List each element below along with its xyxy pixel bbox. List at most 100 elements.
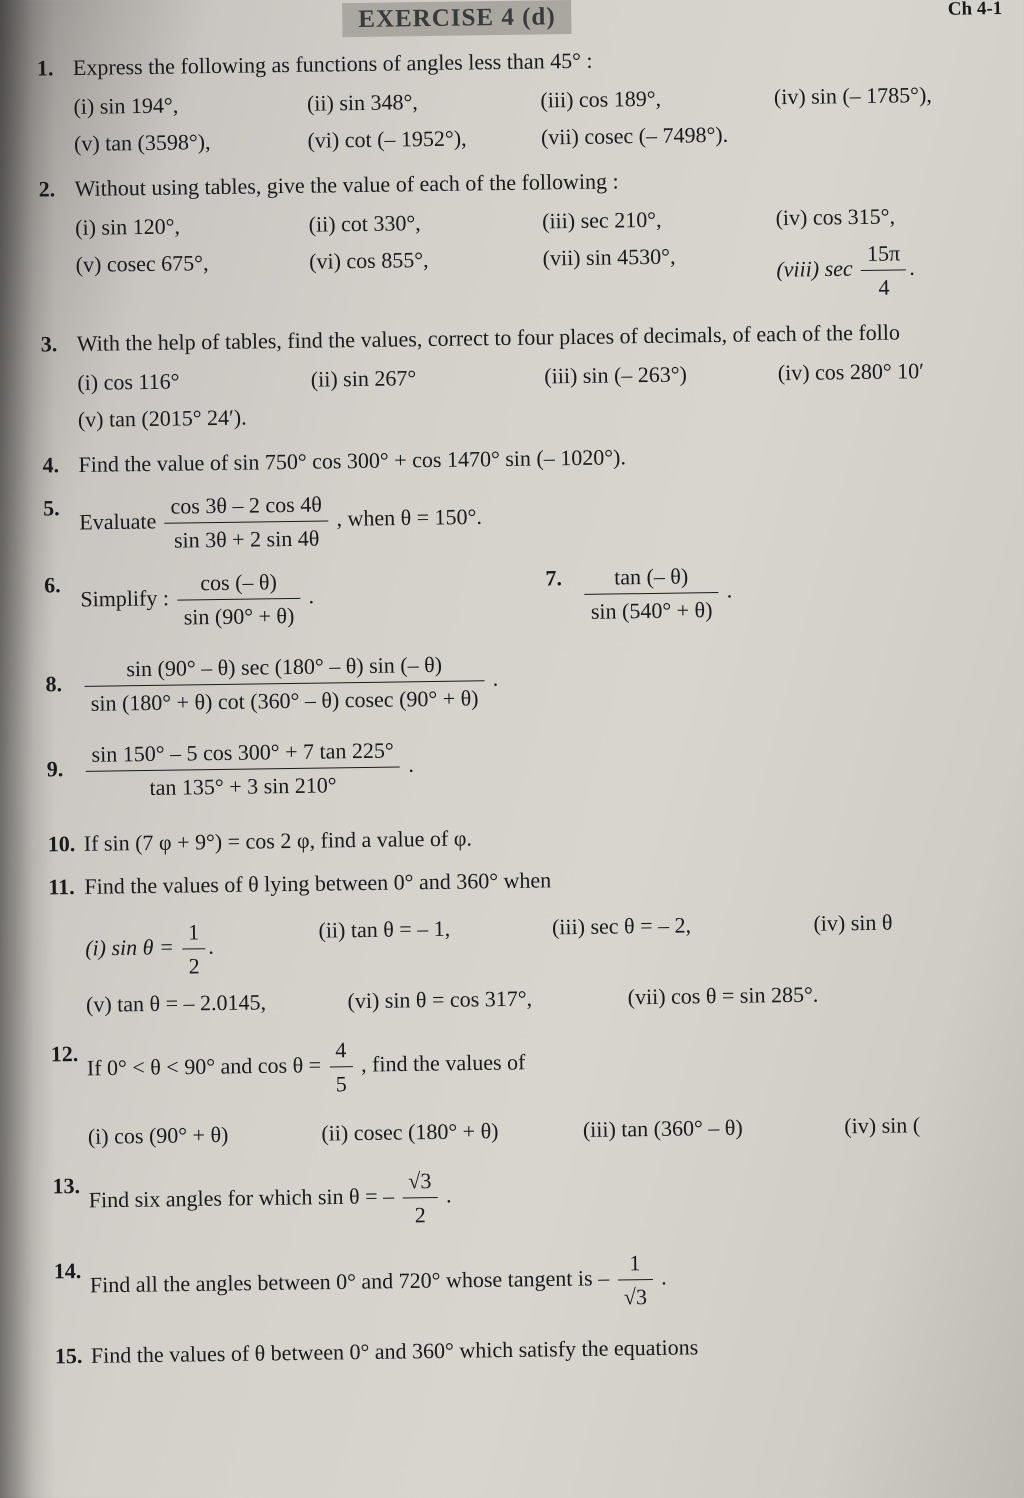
q11-i-pre: (i) sin θ = [85,934,179,960]
q8-frac-num: sin (90° – θ) sec (180° – θ) sin (– θ) [84,647,484,687]
q2-number: 2. [38,172,55,205]
q2-iii: (iii) sec 210°, [542,199,776,239]
q3-ii: (ii) sin 267° [311,357,545,397]
q7-post: . [726,577,732,602]
q6-frac-num: cos (– θ) [177,565,300,601]
question-8: 8. sin (90° – θ) sec (180° – θ) sin (– θ… [51,640,1016,720]
q2-vii: (vii) sin 4530°, [542,236,776,310]
q1-vii: (vii) cosec (– 7498°). [541,115,822,156]
q2-vi: (vi) cos 855°, [309,239,543,313]
q3-text: With the help of tables, find the values… [77,319,900,355]
q9-number: 9. [47,752,64,785]
q13-pre: Find six angles for which sin θ = – [89,1183,400,1212]
q11-text: Find the values of θ lying between 0° an… [84,867,551,899]
question-3: 3. With the help of tables, find the val… [47,314,1012,438]
q1-number: 1. [37,51,54,84]
q14-frac-den: √3 [618,1280,654,1313]
question-11: 11. Find the values of θ lying between 0… [54,857,1020,1023]
q15-number: 15. [55,1339,83,1372]
q3-number: 3. [41,327,58,360]
q1-text: Express the following as functions of an… [73,48,593,80]
chapter-label: Ch 4-1 [948,0,1007,21]
question-13: 13. Find six angles for which sin θ = – … [58,1156,1023,1236]
q2-viii: (viii) sec 15π4. [776,233,1010,307]
question-10: 10. If sin (7 φ + 9°) = cos 2 φ, find a … [54,814,1018,860]
q11-i-num: 1 [182,915,205,949]
q9-post: . [408,752,414,777]
q11-ii: (ii) tan θ = – 1, [318,908,552,982]
question-5: 5. Evaluate cos 3θ – 2 cos 4θsin 3θ + 2 … [49,478,1014,558]
q1-iii: (iii) cos 189°, [540,78,774,118]
question-4: 4. Find the value of sin 750° cos 300° +… [48,435,1012,481]
q14-post: . [661,1264,667,1289]
q11-iii: (iii) sec θ = – 2, [552,905,814,980]
q7-number: 7. [545,561,562,594]
q12-number: 12. [50,1037,78,1070]
question-12: 12. If 0° < θ < 90° and cos θ = 45 , fin… [56,1024,1022,1155]
q12-pre: If 0° < θ < 90° and cos θ = [87,1052,327,1080]
q13-frac-den: 2 [403,1198,439,1231]
header-row: EXERCISE 4 (d) Ch 4-1 [42,0,1006,41]
q12-frac-num: 4 [329,1033,352,1067]
q11-v: (v) tan θ = – 2.0145, [86,982,348,1023]
q7-frac-den: sin (540° + θ) [585,593,719,628]
q2-viii-num: 15π [861,236,907,271]
q5-pre: Evaluate [79,508,162,534]
q11-i-den: 2 [182,949,205,982]
q13-post: . [446,1182,452,1207]
q3-iii: (iii) sin (– 263°) [544,354,778,394]
q1-vi: (vi) cot (– 1952°), [307,118,541,158]
q15-text: Find the values of θ between 0° and 360°… [91,1334,699,1367]
q14-pre: Find all the angles between 0° and 720° … [90,1265,615,1297]
q2-i: (i) sin 120°, [75,206,309,246]
q5-frac-num: cos 3θ – 2 cos 4θ [164,487,328,523]
q13-frac-num: √3 [402,1164,438,1198]
question-6: 6. Simplify : cos (– θ)sin (90° + θ) . [50,561,552,635]
q11-vi: (vi) sin θ = cos 317°, [347,978,628,1019]
q12-iv: (iv) sin ( [844,1105,1022,1144]
q11-vii: (vii) cos θ = sin 285°. [627,974,908,1015]
q14-frac-num: 1 [617,1246,653,1280]
q11-i: (i) sin θ = 12. [85,912,319,986]
question-14: 14. Find all the angles between 0° and 7… [60,1241,1024,1321]
q11-iv: (iv) sin θ [813,902,1019,976]
exercise-title: EXERCISE 4 (d) [342,0,572,37]
q7-frac-num: tan (– θ) [584,559,718,595]
q2-v: (v) cosec 675°, [75,243,309,317]
question-1: 1. Express the following as functions of… [43,38,1008,162]
q3-parts: (i) cos 116° (ii) sin 267° (iii) sin (– … [77,351,1012,438]
q8-frac-den: sin (180° + θ) cot (360° – θ) cosec (90°… [85,681,485,720]
q2-iv: (iv) cos 315°, [775,196,1009,236]
q1-i: (i) sin 194°, [73,85,307,125]
q5-post: , when θ = 150°. [336,504,482,531]
q2-viii-pre: (viii) sec [776,256,858,282]
q8-post: . [493,666,499,691]
q2-parts: (i) sin 120°, (ii) cot 330°, (iii) sec 2… [75,196,1010,317]
q11-number: 11. [48,870,75,903]
q2-ii: (ii) cot 330°, [308,202,542,242]
q6-frac-den: sin (90° + θ) [178,599,301,634]
question-2: 2. Without using tables, give the value … [44,159,1010,317]
q4-text: Find the value of sin 750° cos 300° + co… [78,444,626,477]
q5-frac-den: sin 3θ + 2 sin 4θ [165,521,329,556]
q5-number: 5. [43,491,60,524]
q1-iv: (iv) sin (– 1785°), [774,75,1008,115]
q3-iv: (iv) cos 280° 10′ [778,351,1012,391]
q12-frac-den: 5 [330,1067,353,1100]
q12-iii: (iii) tan (360° – θ) [583,1107,845,1148]
q1-parts: (i) sin 194°, (ii) sin 348°, (iii) cos 1… [73,75,1008,162]
q14-number: 14. [54,1254,82,1287]
q8-number: 8. [45,667,62,700]
q6-post: . [308,583,314,608]
q10-text: If sin (7 φ + 9°) = cos 2 φ, find a valu… [84,825,472,855]
q3-i: (i) cos 116° [77,361,311,401]
q12-parts: (i) cos (90° + θ) (ii) cosec (180° + θ) … [88,1105,1022,1155]
q12-post: , find the values of [361,1049,526,1076]
q10-number: 10. [48,827,76,860]
q3-v: (v) tan (2015° 24′). [78,394,545,438]
question-15: 15. Find the values of θ between 0° and … [61,1326,1024,1372]
question-9: 9. sin 150° – 5 cos 300° + 7 tan 225°tan… [52,725,1017,805]
q6-number: 6. [44,568,61,601]
q1-v: (v) tan (3598°), [74,122,308,162]
page-content: EXERCISE 4 (d) Ch 4-1 1. Express the fol… [0,0,1024,1383]
